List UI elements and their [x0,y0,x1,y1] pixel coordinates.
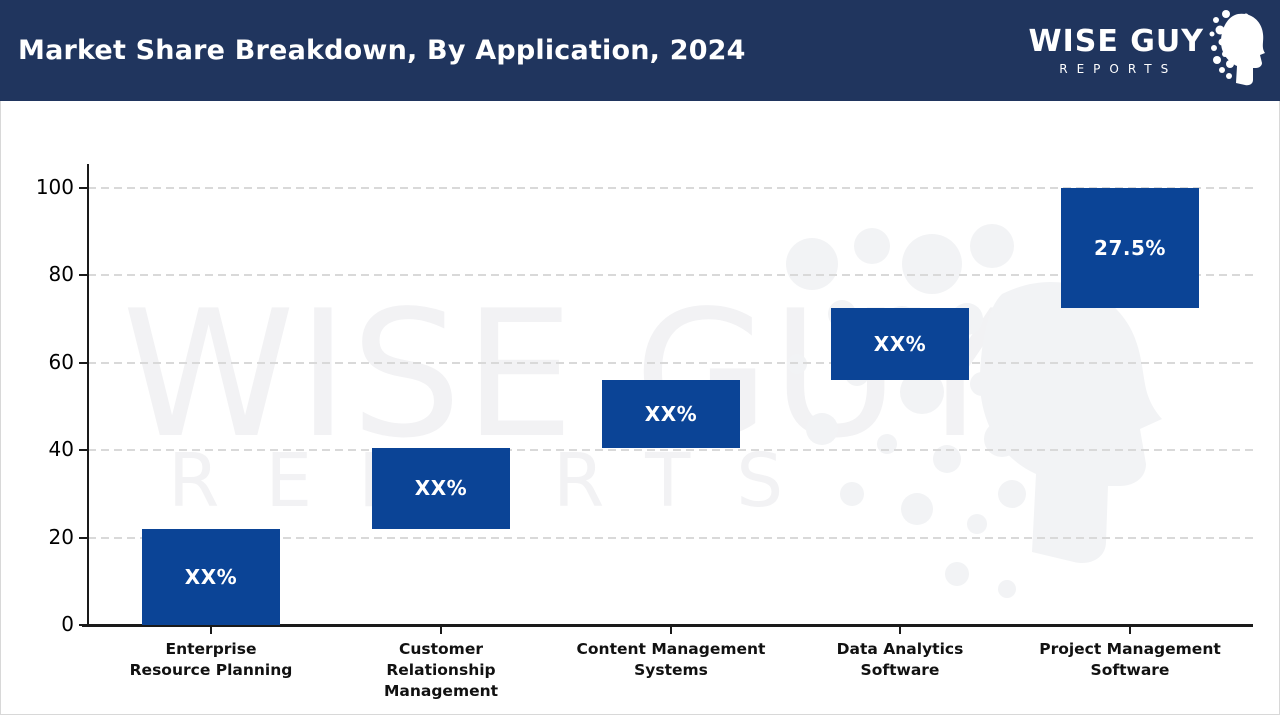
wiseguy-logo: WISE GUY REPORTS [1028,8,1266,94]
header-bar: Market Share Breakdown, By Application, … [0,0,1280,101]
gridline-60 [88,361,1253,364]
y-axis-tick [79,186,88,189]
y-axis-tick-label: 100 [35,174,74,199]
y-axis-tick-label: 0 [61,612,74,636]
x-axis-tick [1129,626,1131,634]
waterfall-bar: XX% [831,307,969,380]
y-axis-tick-label: 40 [48,437,74,461]
waterfall-bar: 27.5% [1061,187,1199,308]
x-axis-tick [210,626,212,634]
gridline-100 [88,186,1253,189]
y-axis-tick-label: 20 [48,524,74,549]
waterfall-bar: XX% [602,380,740,448]
waterfall-bar: XX% [142,528,280,625]
plot-area: 0 20 40 60 80 100 XX% Enterprise Resource Plann… [1,101,1279,714]
bar-value-label: XX% [184,564,238,589]
x-axis-tick [670,626,672,634]
y-axis-tick [79,449,88,451]
x-axis-category-label: Data Analytics Software [836,640,964,679]
gridline-80 [88,274,1253,276]
x-axis-line [82,624,1253,627]
y-axis-tick [79,536,88,539]
bar-value-label: XX% [873,331,927,356]
bar-value-label: XX% [644,401,698,426]
watermark-face-icon [752,224,1182,618]
waterfall-bar: XX% [372,447,510,529]
x-axis-category-label: Content Management Systems [576,640,766,679]
bar-value-label: XX% [414,476,468,501]
logo-text: WISE GUY REPORTS [1028,23,1204,76]
y-axis-line [87,164,89,627]
x-axis-category-label: Customer Relationship Management [383,640,499,700]
gridline-40 [88,449,1253,451]
bar-value-label: 27.5% [1094,235,1166,260]
y-axis-tick [79,274,88,276]
y-axis-tick-label: 60 [48,349,74,374]
x-axis-tick [899,626,901,634]
y-axis-tick [79,361,88,364]
logo-wordmark: WISE GUY [1028,23,1204,59]
x-axis-tick [440,626,442,634]
x-axis-category-label: Project Management Software [1039,640,1221,679]
y-axis-tick-label: 80 [48,262,74,286]
wiseguy-face-icon [1208,8,1266,94]
logo-subtitle: REPORTS [1059,61,1178,76]
gridline-20 [88,536,1253,539]
x-axis-category-label: Enterprise Resource Planning [129,640,293,679]
page-title: Market Share Breakdown, By Application, … [18,35,746,66]
